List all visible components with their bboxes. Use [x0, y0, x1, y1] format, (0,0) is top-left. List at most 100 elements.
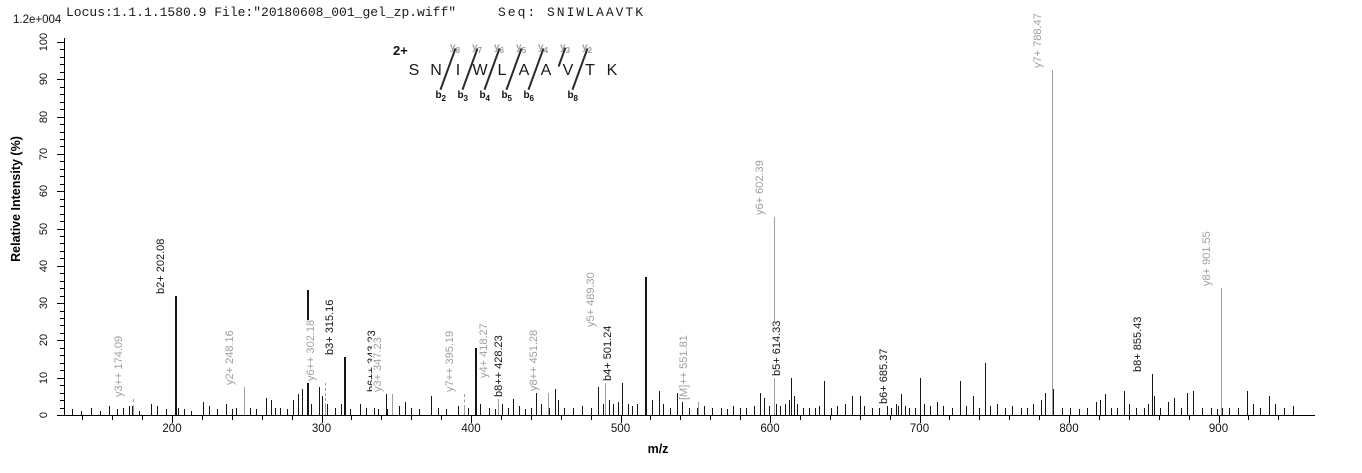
peak [1040, 400, 1042, 415]
fragment-ion-number: 7 [477, 46, 483, 55]
y-tick-label: 80 [38, 110, 50, 123]
x-major-tick [919, 416, 921, 423]
y-minor-tick [60, 332, 64, 334]
peak [837, 405, 839, 415]
peak [494, 409, 496, 415]
peak [859, 396, 861, 415]
x-minor-tick [859, 416, 861, 420]
x-tick-label: 500 [610, 423, 631, 435]
x-minor-tick [500, 416, 502, 420]
peak [764, 398, 766, 415]
labeled-peak-line [243, 387, 245, 415]
peak [952, 407, 954, 415]
peak-label-b4+: b4+ 501.24 [602, 325, 616, 384]
peak [920, 377, 922, 415]
y-minor-tick [60, 325, 64, 327]
x-minor-tick [1158, 416, 1160, 420]
peak [100, 410, 102, 415]
peak [508, 407, 510, 415]
y-minor-tick [60, 273, 64, 275]
peak [802, 407, 804, 415]
peak [1202, 407, 1204, 415]
peak [871, 407, 873, 415]
peak [445, 409, 447, 415]
x-minor-tick [949, 416, 951, 420]
y-axis-title: Relative Intensity (%) [9, 136, 23, 262]
y-minor-tick [60, 288, 64, 290]
y-minor-tick [60, 347, 64, 349]
y-minor-tick [60, 400, 64, 402]
y-tick-label: 100 [38, 32, 50, 52]
y-minor-tick [60, 370, 64, 372]
peak [132, 405, 134, 415]
peak [895, 403, 897, 415]
peak-label-y3++: y3++ 174.09 [113, 336, 127, 400]
x-minor-tick [441, 416, 443, 420]
peak [784, 403, 786, 415]
peak [732, 405, 734, 415]
fragment-ion-number: 8 [455, 46, 461, 55]
peak [249, 407, 251, 415]
labeled-peak-line [697, 401, 699, 415]
peak [1284, 407, 1286, 415]
y-minor-tick [60, 385, 64, 387]
x-tick-label: 300 [311, 423, 332, 435]
x-minor-tick [680, 416, 682, 420]
label-connector-dashed [133, 399, 135, 409]
y-minor-tick [60, 355, 64, 357]
peak [334, 407, 336, 415]
peak [844, 403, 846, 415]
peak-label-y5+: y5+ 489.30 [584, 272, 598, 330]
y-minor-tick [60, 161, 64, 163]
x-major-tick [1218, 416, 1220, 423]
peak-label-y7+: y7+ 788.47 [1031, 13, 1045, 70]
peak [116, 409, 118, 415]
peak [1053, 388, 1055, 415]
peak [1167, 401, 1169, 415]
fragment-ion-number: 2 [441, 94, 446, 103]
peak [430, 396, 432, 415]
fragment-ion-number: 4 [485, 94, 490, 103]
peak [1173, 398, 1175, 415]
peak-label-y4+: y4+ 418.27 [478, 322, 492, 380]
peak [231, 409, 233, 415]
peak [457, 405, 459, 415]
peak-label-y6++: y6++ 302.18 [304, 320, 318, 384]
fragment-ion-number: 8 [573, 94, 578, 103]
peak-label-b6+: b6+ 685.37 [877, 348, 891, 406]
y-minor-tick [60, 362, 64, 364]
y-major-tick [57, 42, 64, 43]
peak [753, 405, 755, 415]
peak [1086, 407, 1088, 415]
x-minor-tick [291, 416, 293, 420]
y-tick-label: 30 [38, 296, 50, 310]
labeled-peak-line [513, 399, 515, 415]
peak [166, 409, 168, 415]
peak [1027, 407, 1029, 415]
peak [793, 396, 795, 415]
peak [1260, 407, 1262, 415]
peak [1143, 407, 1145, 415]
y-major-tick [57, 303, 64, 305]
peak [704, 405, 706, 415]
peak [530, 407, 532, 415]
x-tick-label: 400 [461, 423, 481, 435]
peak [1217, 409, 1218, 415]
peak [1124, 390, 1126, 415]
peak [387, 409, 389, 415]
y-minor-tick [60, 71, 64, 73]
y-tick-label: 40 [38, 259, 50, 272]
x-tick-label: 700 [909, 423, 930, 435]
peak [677, 392, 679, 415]
labeled-peak-line [1051, 69, 1053, 415]
y-tick-label: 90 [38, 73, 50, 86]
peak [311, 403, 313, 415]
peak [71, 409, 73, 415]
x-minor-tick [740, 416, 742, 420]
peak [340, 403, 342, 415]
fragment-ion-number: 2 [587, 46, 593, 55]
peak [852, 396, 854, 415]
y-ion-label-y3: y3 [560, 42, 571, 55]
labeled-peak-line [324, 405, 326, 415]
peak [1246, 390, 1248, 415]
